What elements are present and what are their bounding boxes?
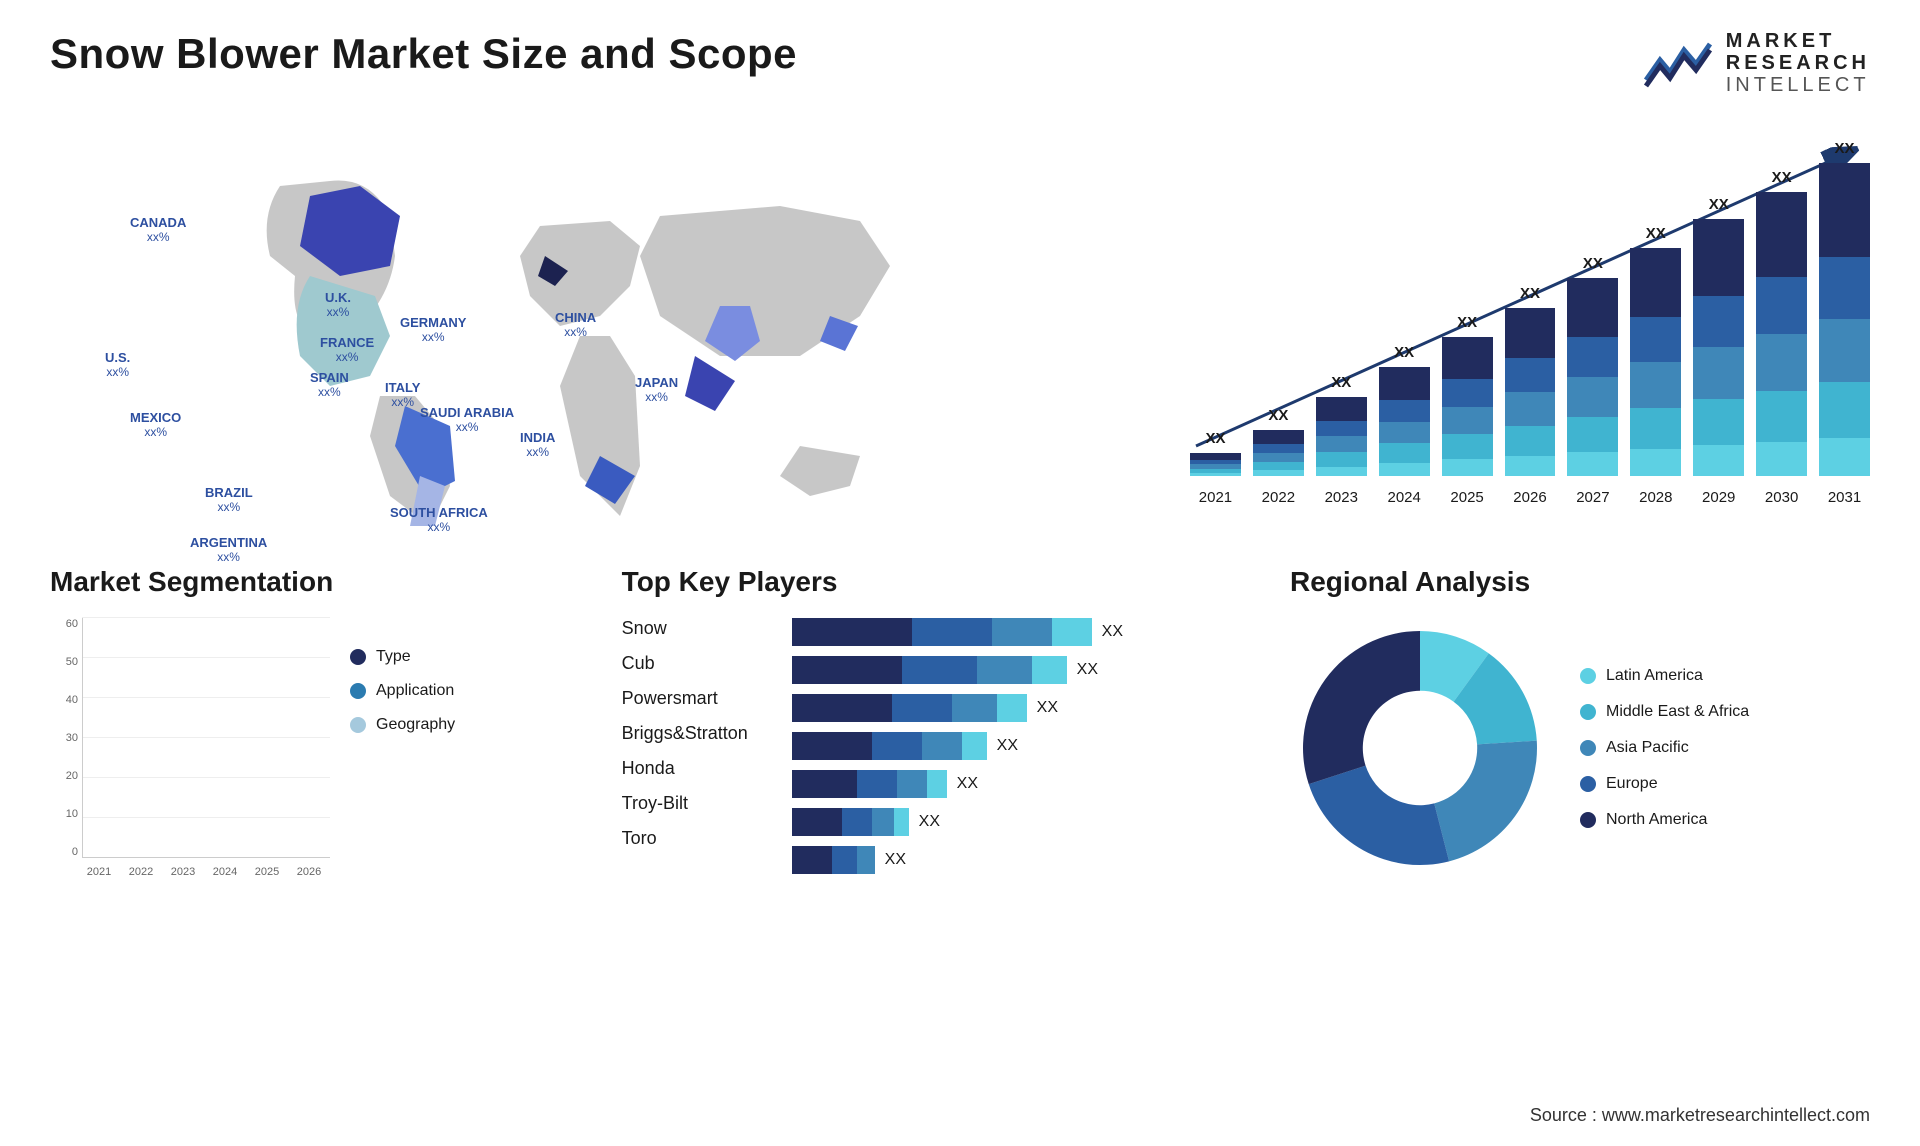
kp-value: XX <box>1037 699 1058 717</box>
growth-bar-label: XX <box>1331 374 1351 391</box>
kp-value: XX <box>1102 623 1123 641</box>
map-label-us: U.S.xx% <box>105 351 130 380</box>
growth-bar-label: XX <box>1772 169 1792 186</box>
growth-bar-2023: XX <box>1316 374 1367 476</box>
kp-label-honda: Honda <box>622 758 772 779</box>
growth-bar-label: XX <box>1646 225 1666 242</box>
growth-xaxis-label: 2026 <box>1505 489 1556 506</box>
ra-legend-europe: Europe <box>1580 775 1749 793</box>
segmentation-chart: 0102030405060 202120222023202420252026 <box>50 618 330 878</box>
brand-logo: MARKET RESEARCH INTELLECT <box>1644 30 1870 96</box>
map-label-canada: CANADAxx% <box>130 216 186 245</box>
growth-bar-label: XX <box>1205 430 1225 447</box>
growth-bar-2031: XX <box>1819 140 1870 477</box>
growth-bar-2022: XX <box>1253 407 1304 476</box>
map-label-germany: GERMANYxx% <box>400 316 466 345</box>
growth-bar-label: XX <box>1583 255 1603 272</box>
kp-label-cub: Cub <box>622 653 772 674</box>
kp-value: XX <box>997 737 1018 755</box>
growth-chart: XX XX XX XX XX XX XX XX XX XX XX 2021 2022 2023 2024 2… <box>1190 126 1870 506</box>
world-map: CANADAxx%U.S.xx%MEXICOxx%BRAZILxx%ARGENT… <box>50 126 1130 526</box>
kp-value: XX <box>885 851 906 869</box>
kp-value: XX <box>919 813 940 831</box>
source-label: Source : www.marketresearchintellect.com <box>1530 1105 1870 1126</box>
regional-title: Regional Analysis <box>1290 566 1870 598</box>
logo-line-1: MARKET <box>1726 30 1870 52</box>
map-label-china: CHINAxx% <box>555 311 596 340</box>
ra-legend-middleeastafrica: Middle East & Africa <box>1580 703 1749 721</box>
map-label-italy: ITALYxx% <box>385 381 420 410</box>
keyplayers-labels: Snow Cub Powersmart Briggs&Stratton Honda Tro… <box>622 618 772 874</box>
map-label-spain: SPAINxx% <box>310 371 349 400</box>
map-label-mexico: MEXICOxx% <box>130 411 181 440</box>
map-label-uk: U.K.xx% <box>325 291 351 320</box>
kp-value: XX <box>1077 661 1098 679</box>
kp-label-troybilt: Troy-Bilt <box>622 793 772 814</box>
growth-bar-2028: XX <box>1630 225 1681 476</box>
kp-bar-troybilt: XX <box>792 808 1250 836</box>
kp-label-powersmart: Powersmart <box>622 688 772 709</box>
growth-bar-label: XX <box>1394 344 1414 361</box>
growth-xaxis-label: 2023 <box>1316 489 1367 506</box>
logo-icon <box>1644 38 1714 88</box>
map-india <box>685 356 735 411</box>
kp-value: XX <box>957 775 978 793</box>
regional-legend: Latin America Middle East & Africa Asia Pa… <box>1580 667 1749 829</box>
growth-bar-label: XX <box>1268 407 1288 424</box>
seg-legend-type: Type <box>350 648 455 666</box>
ra-legend-asiapacific: Asia Pacific <box>1580 739 1749 757</box>
growth-xaxis-label: 2022 <box>1253 489 1304 506</box>
page-title: Snow Blower Market Size and Scope <box>50 30 797 78</box>
growth-bar-2030: XX <box>1756 169 1807 476</box>
growth-bar-2025: XX <box>1442 314 1493 476</box>
growth-xaxis-label: 2030 <box>1756 489 1807 506</box>
logo-line-2: RESEARCH <box>1726 52 1870 74</box>
growth-bar-label: XX <box>1709 196 1729 213</box>
segmentation-legend: Type Application Geography <box>350 618 455 878</box>
map-label-saudiarabia: SAUDI ARABIAxx% <box>420 406 514 435</box>
growth-xaxis-label: 2029 <box>1693 489 1744 506</box>
growth-bar-2026: XX <box>1505 285 1556 476</box>
kp-bar-cub: XX <box>792 656 1250 684</box>
growth-bar-label: XX <box>1520 285 1540 302</box>
growth-xaxis-label: 2024 <box>1379 489 1430 506</box>
donut-slice-asiapacific <box>1434 741 1537 862</box>
keyplayers-title: Top Key Players <box>622 566 1250 598</box>
growth-xaxis-label: 2021 <box>1190 489 1241 506</box>
map-label-france: FRANCExx% <box>320 336 374 365</box>
growth-bar-label: XX <box>1835 140 1855 157</box>
map-label-india: INDIAxx% <box>520 431 555 460</box>
ra-legend-northamerica: North America <box>1580 811 1749 829</box>
kp-label-snow: Snow <box>622 618 772 639</box>
kp-bar-powersmart: XX <box>792 694 1250 722</box>
map-label-southafrica: SOUTH AFRICAxx% <box>390 506 488 535</box>
growth-bar-2024: XX <box>1379 344 1430 476</box>
logo-line-3: INTELLECT <box>1726 74 1870 96</box>
growth-xaxis-label: 2025 <box>1442 489 1493 506</box>
kp-label-briggsstratton: Briggs&Stratton <box>622 723 772 744</box>
segmentation-title: Market Segmentation <box>50 566 582 598</box>
map-label-japan: JAPANxx% <box>635 376 678 405</box>
donut-slice-northamerica <box>1303 631 1420 784</box>
growth-bar-2027: XX <box>1567 255 1618 476</box>
growth-xaxis-label: 2027 <box>1567 489 1618 506</box>
growth-bar-2029: XX <box>1693 196 1744 476</box>
growth-xaxis-label: 2028 <box>1630 489 1681 506</box>
seg-legend-application: Application <box>350 682 455 700</box>
kp-bar-toro: XX <box>792 846 1250 874</box>
growth-xaxis-label: 2031 <box>1819 489 1870 506</box>
kp-label-toro: Toro <box>622 828 772 849</box>
regional-donut <box>1290 618 1550 878</box>
map-label-brazil: BRAZILxx% <box>205 486 253 515</box>
keyplayers-bars: XX XX XX XX XX XX XX <box>792 618 1250 874</box>
seg-legend-geography: Geography <box>350 716 455 734</box>
ra-legend-latinamerica: Latin America <box>1580 667 1749 685</box>
donut-slice-europe <box>1309 766 1449 865</box>
kp-bar-briggsstratton: XX <box>792 732 1250 760</box>
kp-bar-snow: XX <box>792 618 1250 646</box>
kp-bar-honda: XX <box>792 770 1250 798</box>
map-label-argentina: ARGENTINAxx% <box>190 536 267 565</box>
growth-bar-2021: XX <box>1190 430 1241 476</box>
growth-bar-label: XX <box>1457 314 1477 331</box>
